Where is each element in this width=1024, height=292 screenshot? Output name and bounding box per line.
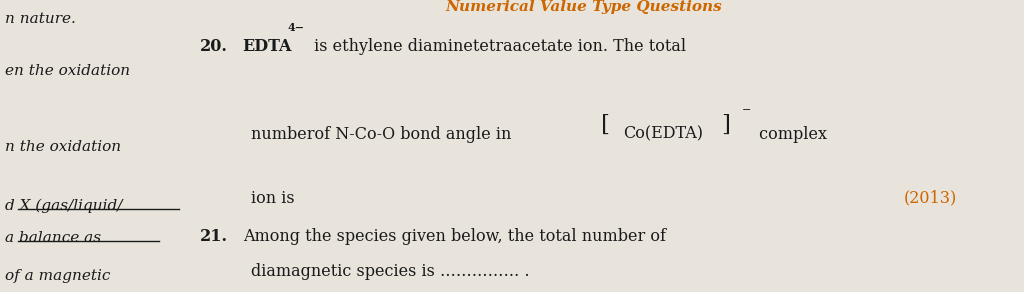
Text: a balance as: a balance as <box>5 231 101 245</box>
Text: n nature.: n nature. <box>5 12 76 26</box>
Text: −: − <box>515 291 524 292</box>
Text: of a magnetic: of a magnetic <box>5 269 111 283</box>
Text: is ethylene diaminetetraacetate ion. The total: is ethylene diaminetetraacetate ion. The… <box>309 38 686 55</box>
Text: ]: ] <box>721 114 730 136</box>
Text: numberof N-Co-O bond angle in: numberof N-Co-O bond angle in <box>251 126 516 142</box>
Text: Co(EDTA): Co(EDTA) <box>624 126 703 142</box>
Text: (2013): (2013) <box>904 190 957 207</box>
Text: n the oxidation: n the oxidation <box>5 140 121 154</box>
Text: ion is: ion is <box>251 190 295 207</box>
Text: en the oxidation: en the oxidation <box>5 64 130 78</box>
Text: Among the species given below, the total number of: Among the species given below, the total… <box>243 228 666 245</box>
Text: d X (gas/liquid/: d X (gas/liquid/ <box>5 199 123 213</box>
Text: Numerical Value Type Questions: Numerical Value Type Questions <box>445 0 722 14</box>
Text: 4−: 4− <box>288 22 305 33</box>
Text: diamagnetic species is …………… .: diamagnetic species is …………… . <box>251 263 529 280</box>
Text: [: [ <box>601 114 610 136</box>
Text: 20.: 20. <box>200 38 227 55</box>
Text: 21.: 21. <box>200 228 227 245</box>
Text: −: − <box>741 105 751 115</box>
Text: complex: complex <box>754 126 826 142</box>
Text: EDTA: EDTA <box>243 38 292 55</box>
